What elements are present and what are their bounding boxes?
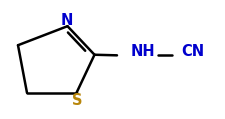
Text: NH: NH bbox=[130, 44, 155, 59]
Text: N: N bbox=[60, 13, 72, 28]
Text: CN: CN bbox=[181, 44, 204, 59]
Text: S: S bbox=[72, 93, 83, 108]
